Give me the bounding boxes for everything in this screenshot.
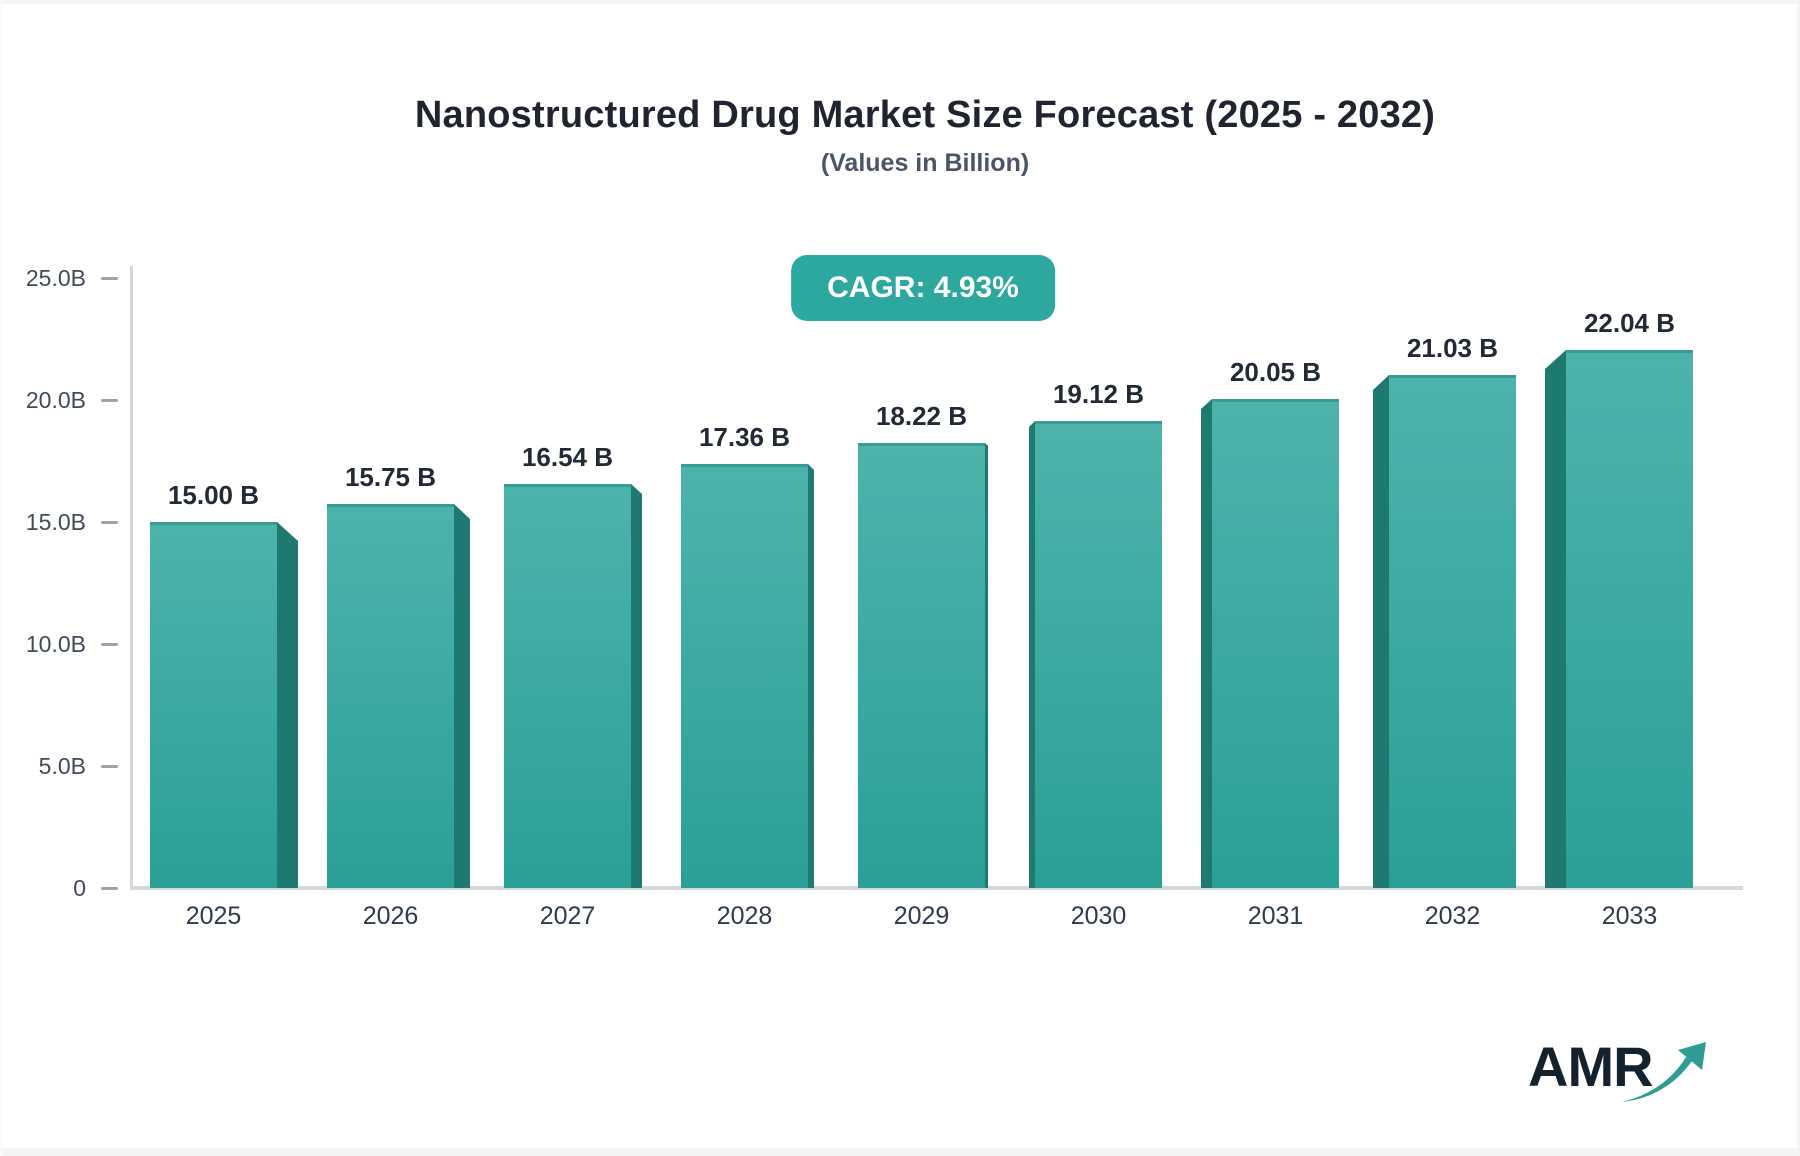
bar [1201,399,1339,888]
x-axis-label: 2031 [1247,902,1304,930]
x-axis-label: 2033 [1601,902,1658,930]
chart-title: Nanostructured Drug Market Size Forecast… [414,94,1436,136]
bar-side [985,443,988,888]
bar-side [1201,399,1212,888]
bar-side [808,464,814,888]
bar-value-label: 15.75 B [344,462,437,492]
growth-arrow-icon [1622,1042,1706,1102]
cagr-badge: CAGR: 4.93% [791,255,1055,321]
bar-value-label: 18.22 B [875,401,968,431]
bar [1029,421,1162,888]
y-axis-label: 20.0B [25,387,86,413]
page-edge-top [0,0,1800,4]
bar [1545,350,1693,888]
bar-face [327,504,454,888]
bar-face [1212,399,1339,888]
y-axis-tick [101,887,118,890]
bar-face [150,522,277,888]
bar-face [1389,375,1516,888]
y-axis-tick [101,765,118,768]
x-axis-label: 2032 [1424,902,1481,930]
bar-side [1545,350,1566,888]
bar-value-label: 21.03 B [1406,333,1499,363]
bar-side [1029,421,1035,888]
bar-face [1566,350,1693,888]
bar [327,504,470,888]
chart-subtitle: (Values in Billion) [820,149,1030,177]
bar-face [1035,421,1162,888]
amr-logo: AMR [1526,1028,1716,1108]
bar-side [454,504,470,888]
x-axis-label: 2025 [185,902,242,930]
bar-face [504,484,631,888]
bar [150,522,298,888]
x-axis-label: 2029 [893,902,950,930]
bar-face [858,443,985,888]
bar-value-label: 16.54 B [521,442,614,472]
bar-value-label: 15.00 B [167,480,260,510]
bar [858,443,988,888]
y-axis-label: 15.0B [25,509,86,535]
bar [1373,375,1516,888]
x-axis-label: 2026 [362,902,419,930]
bar [681,464,814,888]
bar-face [681,464,808,888]
y-axis-label: 25.0B [25,265,86,291]
y-axis-tick [101,277,118,280]
x-axis-label: 2028 [716,902,773,930]
amr-logo-text: AMR [1528,1035,1653,1098]
y-axis-label: 0 [73,875,86,901]
y-axis-tick [101,643,118,646]
y-axis-line [130,266,133,888]
bar-value-label: 19.12 B [1052,379,1145,409]
x-axis-label: 2030 [1070,902,1127,930]
bar-side [1373,375,1389,888]
page-edge-right [1797,0,1800,1156]
y-axis-label: 5.0B [38,753,86,779]
chart-header: Nanostructured Drug Market Size Forecast… [275,92,1575,178]
x-axis-label: 2027 [539,902,596,930]
bar [504,484,642,888]
y-axis-label: 10.0B [25,631,86,657]
y-axis-tick [101,521,118,524]
bar-value-label: 22.04 B [1583,308,1676,338]
x-axis-line [130,886,1743,890]
page-edge-bottom [0,1148,1800,1156]
y-axis-tick [101,399,118,402]
bar-value-label: 17.36 B [698,422,791,452]
bar-side [277,522,298,888]
bar-value-label: 20.05 B [1229,357,1322,387]
page-edge-left [0,0,3,1156]
bar-side [631,484,642,888]
